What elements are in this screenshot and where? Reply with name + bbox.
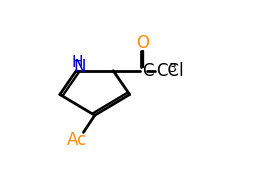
Text: N: N: [74, 58, 86, 76]
Text: C: C: [142, 63, 153, 80]
Text: Ac: Ac: [67, 131, 87, 149]
Text: CCl: CCl: [156, 63, 184, 80]
Text: H: H: [72, 55, 83, 70]
Text: O: O: [136, 34, 149, 52]
Text: 3: 3: [168, 62, 176, 74]
